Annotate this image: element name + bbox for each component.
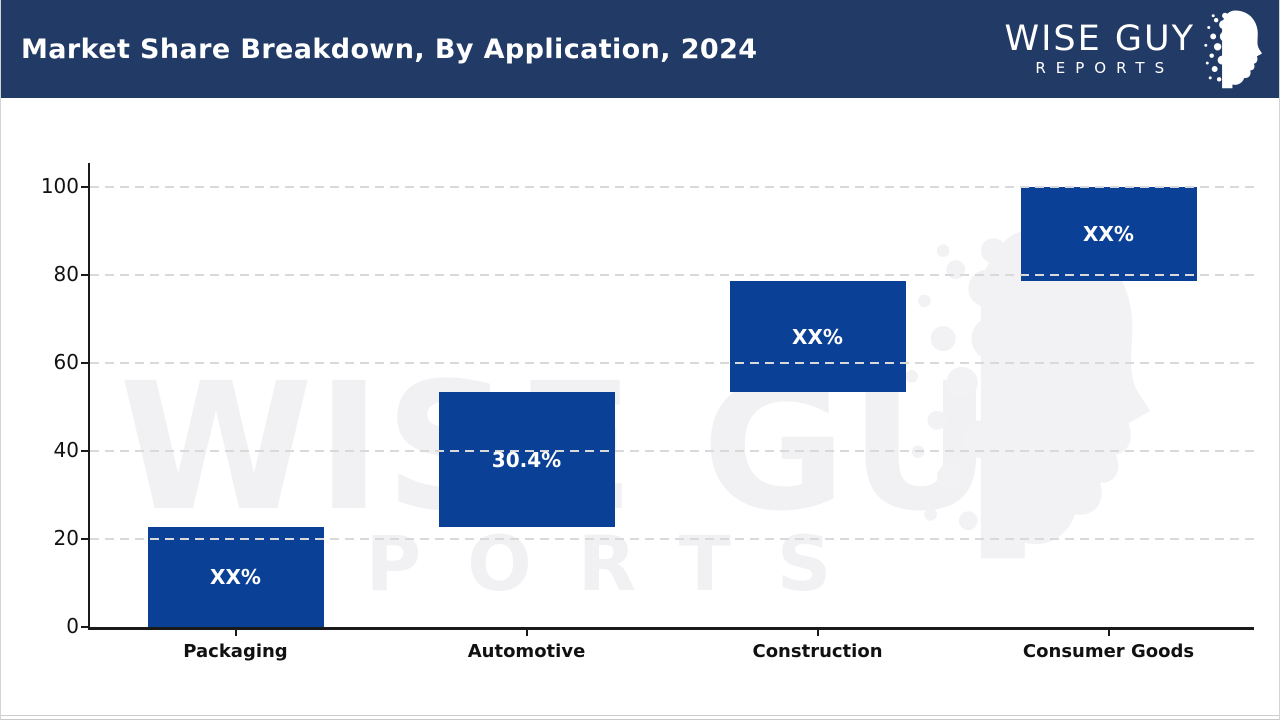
logo-text: WISE GUY REPORTS [1004, 22, 1195, 76]
wise-guy-logo: WISE GUY REPORTS [1004, 8, 1265, 90]
y-axis-tick-0 [81, 626, 88, 628]
bar-consumer-goods [1020, 187, 1197, 282]
gridline-80 [90, 274, 1254, 276]
y-axis-tick-20 [81, 538, 88, 540]
gridline-40 [90, 450, 1254, 452]
y-axis-tick-label-80: 80 [53, 262, 79, 286]
logo-head-icon [1191, 8, 1265, 90]
x-axis-label-packaging: Packaging [183, 641, 288, 662]
y-axis-tick-label-60: 60 [53, 350, 79, 374]
logo-wordmark: WISE GUY [1004, 19, 1195, 59]
y-axis-tick-label-40: 40 [53, 438, 79, 462]
y-axis-tick-60 [81, 362, 88, 364]
y-axis-tick-label-20: 20 [53, 526, 79, 550]
bar-construction [729, 281, 906, 393]
chart-plot-area: WISE GUY REPORTS 0 20 40 60 80 100 XX% Packagin… [1, 98, 1279, 719]
x-axis-tick-automotive [525, 630, 528, 636]
gridline-100 [90, 186, 1254, 188]
header: Market Share Breakdown, By Application, … [1, 0, 1279, 98]
y-axis-tick-label-0: 0 [66, 614, 79, 638]
page-title: Market Share Breakdown, By Application, … [21, 33, 758, 65]
y-axis-tick-40 [81, 450, 88, 452]
bar-label-packaging: XX% [210, 564, 261, 589]
bar-automotive [438, 392, 615, 527]
bar-label-construction: XX% [792, 324, 843, 349]
x-axis-label-construction: Construction [752, 641, 883, 662]
y-axis-tick-label-100: 100 [40, 174, 79, 198]
y-axis-line [88, 163, 90, 630]
bar-label-automotive: 30.4% [491, 447, 562, 472]
x-axis-tick-packaging [234, 630, 237, 636]
x-axis-tick-consumer-goods [1107, 630, 1110, 636]
bar-label-consumer-goods: XX% [1083, 222, 1134, 247]
y-axis-tick-100 [81, 186, 88, 188]
gridline-20 [90, 538, 1254, 540]
x-axis-label-automotive: Automotive [467, 641, 586, 662]
bottom-divider [1, 715, 1279, 716]
logo-subtitle: REPORTS [1035, 59, 1175, 77]
x-axis-line [88, 627, 1254, 630]
x-axis-label-consumer-goods: Consumer Goods [1022, 641, 1195, 662]
gridline-60 [90, 362, 1254, 364]
y-axis-tick-80 [81, 274, 88, 276]
bar-packaging [147, 526, 324, 627]
x-axis-tick-construction [816, 630, 819, 636]
